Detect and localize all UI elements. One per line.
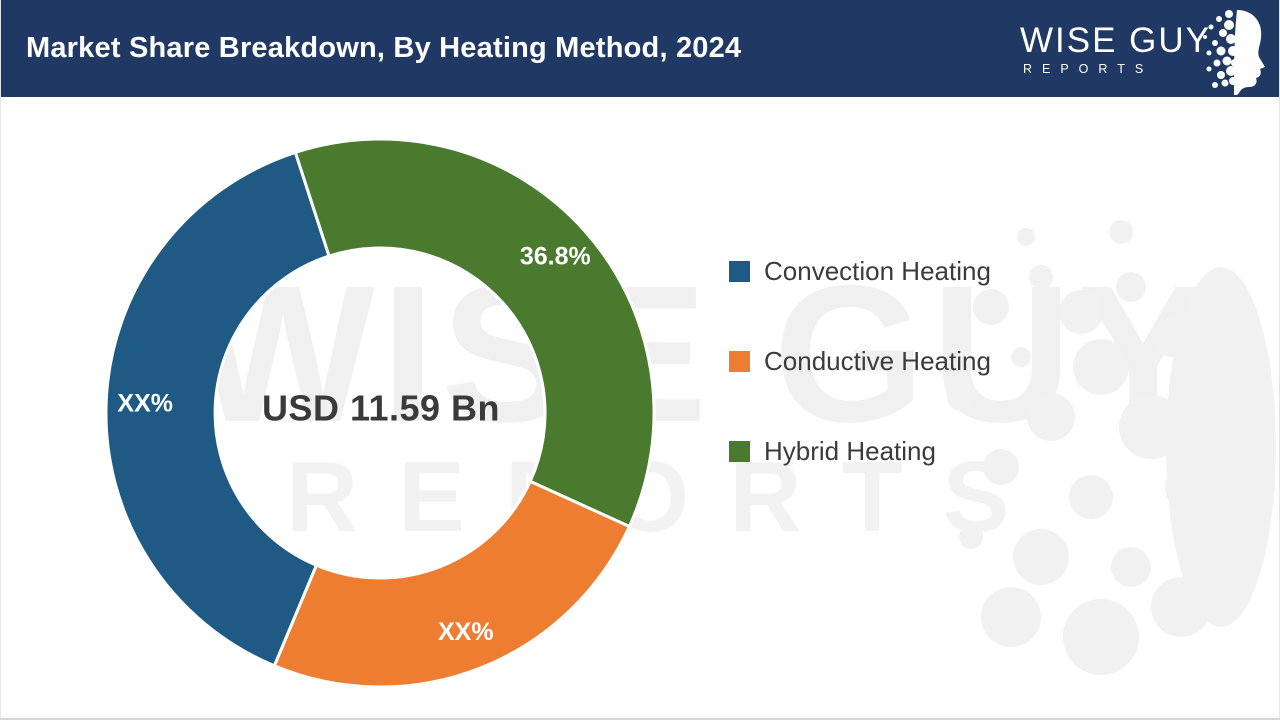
logo-subtext: REPORTS <box>1022 62 1154 76</box>
logo-text: WISE GUY REPORTS <box>1020 7 1211 76</box>
legend-label: Hybrid Heating <box>764 435 936 466</box>
donut-chart: 36.8% XX% XX% USD 11.59 Bn <box>104 137 656 689</box>
segment-value-label: XX% <box>117 389 173 417</box>
donut-segment-labels: 36.8% XX% XX% <box>117 243 590 646</box>
logo-wordmark: WISE GUY <box>1019 21 1211 60</box>
legend-item-conductive-heating: Conductive Heating <box>729 340 991 382</box>
legend-swatch-conductive <box>729 350 750 372</box>
legend-swatch-convection <box>729 260 750 282</box>
logo-head-icon <box>1203 10 1265 95</box>
legend-label: Conductive Heating <box>764 345 991 376</box>
brand-logo: WISE GUY REPORTS <box>1020 7 1267 95</box>
legend-label: Convection Heating <box>764 255 991 286</box>
legend-swatch-hybrid <box>729 440 750 462</box>
donut-segments <box>104 137 656 689</box>
watermark-head-graphic <box>947 220 1276 675</box>
chart-area: WISE GUY REPORTS 36.8% XX% XX% USD 11.59 B… <box>1 97 1279 718</box>
donut-segment-convection-heating <box>104 150 331 668</box>
legend-item-hybrid-heating: Hybrid Heating <box>729 430 936 472</box>
chart-center-value: USD 11.59 Bn <box>262 388 500 429</box>
page-title: Market Share Breakdown, By Heating Metho… <box>26 32 742 64</box>
donut-segment-hybrid-heating <box>293 137 656 528</box>
legend-item-convection-heating: Convection Heating <box>729 250 991 292</box>
header-bar: Market Share Breakdown, By Heating Metho… <box>1 0 1279 97</box>
segment-value-label: XX% <box>438 618 494 646</box>
donut-segment-conductive-heating <box>272 479 631 689</box>
segment-value-label: 36.8% <box>520 243 591 271</box>
